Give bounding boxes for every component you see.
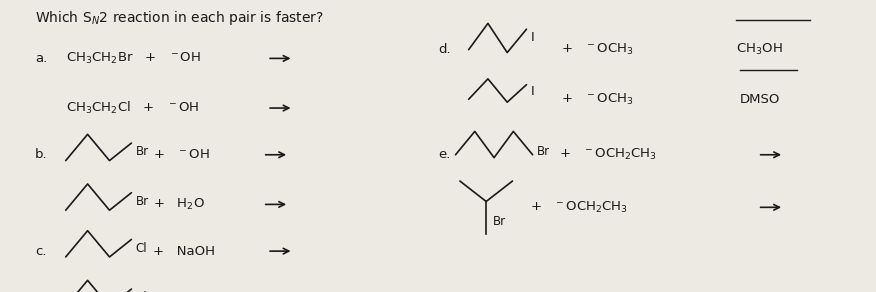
Text: e.: e. <box>438 148 450 161</box>
Text: I: I <box>531 86 534 98</box>
Text: Which S$_N$2 reaction in each pair is faster?: Which S$_N$2 reaction in each pair is fa… <box>35 9 324 27</box>
Text: c.: c. <box>35 245 46 258</box>
Text: Br: Br <box>493 215 506 228</box>
Text: +   NaOH: + NaOH <box>153 245 215 258</box>
Text: d.: d. <box>438 43 450 56</box>
Text: +   $^-$OCH$_2$CH$_3$: + $^-$OCH$_2$CH$_3$ <box>559 147 657 162</box>
Text: Cl: Cl <box>136 242 147 255</box>
Text: Br: Br <box>136 145 149 158</box>
Text: +   $^-$OCH$_2$CH$_3$: + $^-$OCH$_2$CH$_3$ <box>530 200 628 215</box>
Text: +   $^-$OCH$_3$: + $^-$OCH$_3$ <box>561 92 633 107</box>
Text: I: I <box>531 32 534 44</box>
Text: +   $^-$OH: + $^-$OH <box>153 148 210 161</box>
Text: Br: Br <box>136 195 149 208</box>
Text: CH$_3$OH: CH$_3$OH <box>736 42 782 57</box>
Text: Br: Br <box>537 145 550 158</box>
Text: Cl: Cl <box>136 291 147 292</box>
Text: CH$_3$CH$_2$Br   +   $^-$OH: CH$_3$CH$_2$Br + $^-$OH <box>66 51 201 66</box>
Text: b.: b. <box>35 148 47 161</box>
Text: CH$_3$CH$_2$Cl   +   $^-$OH: CH$_3$CH$_2$Cl + $^-$OH <box>66 100 199 116</box>
Text: DMSO: DMSO <box>740 93 781 106</box>
Text: +   H$_2$O: + H$_2$O <box>153 197 205 212</box>
Text: a.: a. <box>35 52 47 65</box>
Text: +   $^-$OCH$_3$: + $^-$OCH$_3$ <box>561 42 633 57</box>
